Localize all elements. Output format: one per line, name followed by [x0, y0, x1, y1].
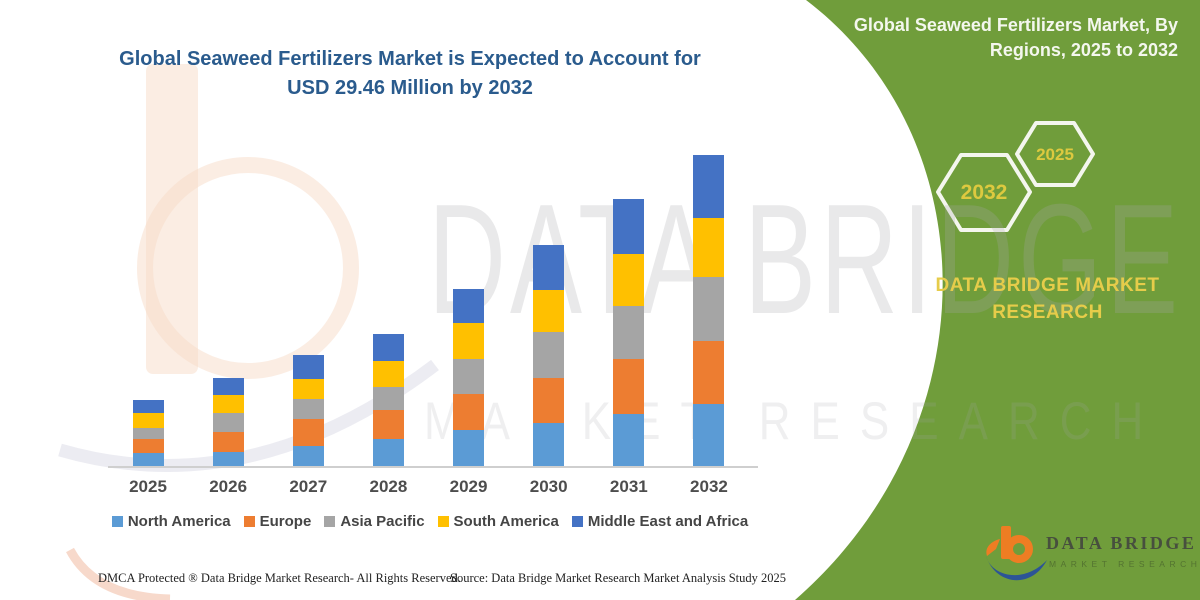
bar-segment-2026-north-america[interactable] [212, 451, 244, 466]
bar-segment-2026-asia-pacific[interactable] [212, 413, 244, 432]
x-axis-label-2028: 2028 [369, 477, 408, 496]
bar-segment-2029-south-america[interactable] [453, 322, 485, 360]
x-axis-label-2032: 2032 [690, 477, 728, 496]
x-axis-label-2031: 2031 [609, 477, 648, 496]
bar-segment-2028-south-america[interactable] [372, 360, 404, 387]
legend-item-middle-east-and-africa[interactable]: Middle East and Africa [571, 513, 749, 530]
x-axis-label-2030: 2030 [529, 477, 568, 496]
bar-2029[interactable] [453, 288, 485, 466]
bar-segment-2029-europe[interactable] [453, 394, 485, 431]
x-axis-label-2025: 2025 [129, 477, 167, 496]
legend-swatch-icon [571, 516, 583, 527]
legend-label: South America [453, 513, 559, 530]
bar-segment-2028-europe[interactable] [372, 410, 404, 440]
bar-segment-2031-asia-pacific[interactable] [613, 306, 645, 360]
x-axis-label-2027: 2027 [289, 477, 328, 496]
bar-segment-2027-south-america[interactable] [292, 378, 324, 400]
chart-title: Global Seaweed Fertilizers Market is Exp… [100, 45, 720, 103]
brand-name: DATA BRIDGE MARKET RESEARCH [905, 272, 1190, 326]
bar-2026[interactable] [212, 378, 244, 466]
bar-segment-2031-north-america[interactable] [613, 413, 645, 466]
bar-2028[interactable] [372, 333, 404, 466]
legend-item-asia-pacific[interactable]: Asia Pacific [324, 513, 425, 530]
legend-item-north-america[interactable]: North America [111, 513, 231, 530]
bar-segment-2027-asia-pacific[interactable] [292, 399, 324, 420]
bar-2030[interactable] [533, 245, 565, 466]
brand-line1: DATA BRIDGE MARKET [935, 275, 1160, 296]
bar-segment-2032-europe[interactable] [693, 340, 725, 405]
logo-subtext: MARKET RESEARCH [1049, 559, 1200, 569]
bar-segment-2025-middle-east-and-africa[interactable] [132, 400, 164, 413]
bar-segment-2032-north-america[interactable] [693, 404, 725, 466]
x-axis-label-2026: 2026 [209, 477, 248, 496]
bar-segment-2032-asia-pacific[interactable] [693, 277, 725, 341]
bar-segment-2030-south-america[interactable] [533, 290, 565, 332]
hexagon-year-2032: 2032 [960, 181, 1008, 204]
bar-segment-2025-south-america[interactable] [132, 412, 164, 428]
hexagon-year-2025: 2025 [1036, 145, 1074, 164]
chart-legend: North America Europe Asia Pacific South Ame… [100, 513, 760, 530]
x-axis-label-2029: 2029 [449, 477, 488, 496]
bar-segment-2029-asia-pacific[interactable] [453, 359, 485, 395]
logo-wordmark: DATA BRIDGE [1046, 533, 1197, 553]
bar-2025[interactable] [132, 400, 164, 466]
panel-title: Global Seaweed Fertilizers Market, By Re… [810, 13, 1178, 63]
legend-label: Asia Pacific [340, 513, 425, 530]
bar-segment-2030-europe[interactable] [533, 377, 565, 423]
bar-segment-2027-europe[interactable] [292, 419, 324, 447]
bar-segment-2032-south-america[interactable] [693, 218, 725, 277]
legend-swatch-icon [437, 516, 449, 527]
bar-2031[interactable] [613, 199, 645, 466]
bar-segment-2025-europe[interactable] [132, 439, 164, 453]
chart-title-line1: Global Seaweed Fertilizers Market is Exp… [119, 48, 701, 70]
brand-line2: RESEARCH [992, 302, 1103, 323]
hexagon-small [1015, 121, 1095, 187]
hexagon-large [936, 153, 1032, 232]
legend-label: Europe [259, 513, 312, 530]
legend-item-south-america[interactable]: South America [437, 513, 559, 530]
legend-swatch-icon [111, 516, 123, 527]
bar-segment-2030-middle-east-and-africa[interactable] [533, 245, 565, 291]
x-axis-line [108, 466, 758, 468]
bar-segment-2025-north-america[interactable] [132, 452, 164, 466]
bar-segment-2027-north-america[interactable] [292, 446, 324, 466]
bar-segment-2030-asia-pacific[interactable] [533, 331, 565, 378]
bar-segment-2029-north-america[interactable] [453, 430, 485, 466]
panel-title-line1: Global Seaweed Fertilizers Market, By [853, 15, 1178, 35]
source-note: Source: Data Bridge Market Research Mark… [450, 571, 787, 585]
legend-label: North America [127, 513, 231, 530]
panel-title-line2: Regions, 2025 to 2032 [989, 40, 1178, 60]
bar-segment-2032-middle-east-and-africa[interactable] [693, 154, 725, 219]
bar-segment-2030-north-america[interactable] [533, 422, 565, 466]
bar-segment-2025-asia-pacific[interactable] [132, 427, 164, 440]
legend-swatch-icon [324, 516, 336, 527]
bar-segment-2031-south-america[interactable] [613, 253, 645, 307]
legend-swatch-icon [243, 516, 255, 527]
legend-label: Middle East and Africa [587, 513, 749, 530]
bar-segment-2027-middle-east-and-africa[interactable] [292, 355, 324, 379]
bar-segment-2031-middle-east-and-africa[interactable] [613, 199, 645, 254]
bar-segment-2031-europe[interactable] [613, 359, 645, 414]
bar-segment-2029-middle-east-and-africa[interactable] [453, 288, 485, 323]
legend-item-europe[interactable]: Europe [243, 513, 312, 530]
bar-2032[interactable] [693, 154, 725, 466]
bar-segment-2026-europe[interactable] [212, 431, 244, 452]
chart-title-line2: USD 29.46 Million by 2032 [287, 77, 533, 99]
bar-segment-2028-asia-pacific[interactable] [372, 386, 404, 411]
bar-segment-2026-middle-east-and-africa[interactable] [212, 378, 244, 396]
bar-segment-2026-south-america[interactable] [212, 395, 244, 414]
bar-segment-2028-north-america[interactable] [372, 439, 404, 466]
bar-segment-2028-middle-east-and-africa[interactable] [372, 333, 404, 361]
bar-2027[interactable] [292, 355, 324, 466]
dmca-notice: DMCA Protected ® Data Bridge Market Rese… [98, 571, 461, 585]
